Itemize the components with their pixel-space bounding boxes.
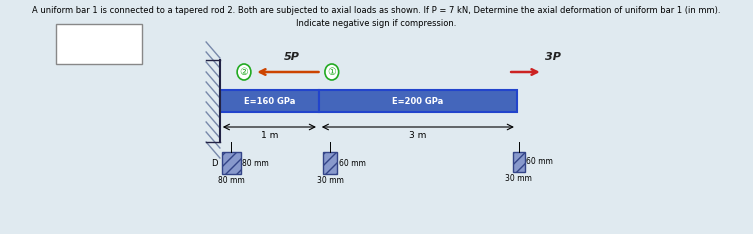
Bar [56,24,142,64]
Bar [513,152,525,172]
Text: E=160 GPa: E=160 GPa [244,96,295,106]
Text: 30 mm: 30 mm [316,176,343,185]
Text: 3 m: 3 m [409,131,426,140]
Bar [319,90,517,112]
Text: 1 m: 1 m [261,131,278,140]
Text: 3P: 3P [545,52,561,62]
Text: 80 mm: 80 mm [218,176,245,185]
Bar [323,152,337,174]
Text: E=200 GPa: E=200 GPa [392,96,444,106]
Text: ②: ② [239,67,248,77]
Text: ①: ① [328,67,336,77]
Circle shape [237,64,251,80]
Bar [221,152,240,174]
Text: D: D [211,158,218,168]
Text: A uniform bar 1 is connected to a tapered rod 2. Both are subjected to axial loa: A uniform bar 1 is connected to a tapere… [32,6,721,15]
Text: 60 mm: 60 mm [339,158,365,168]
Text: Indicate negative sign if compression.: Indicate negative sign if compression. [297,19,457,28]
Text: 5P: 5P [285,52,300,62]
Text: 80 mm: 80 mm [242,158,269,168]
Text: 60 mm: 60 mm [526,157,553,167]
Text: 30 mm: 30 mm [505,174,532,183]
Circle shape [325,64,339,80]
Bar [220,90,319,112]
